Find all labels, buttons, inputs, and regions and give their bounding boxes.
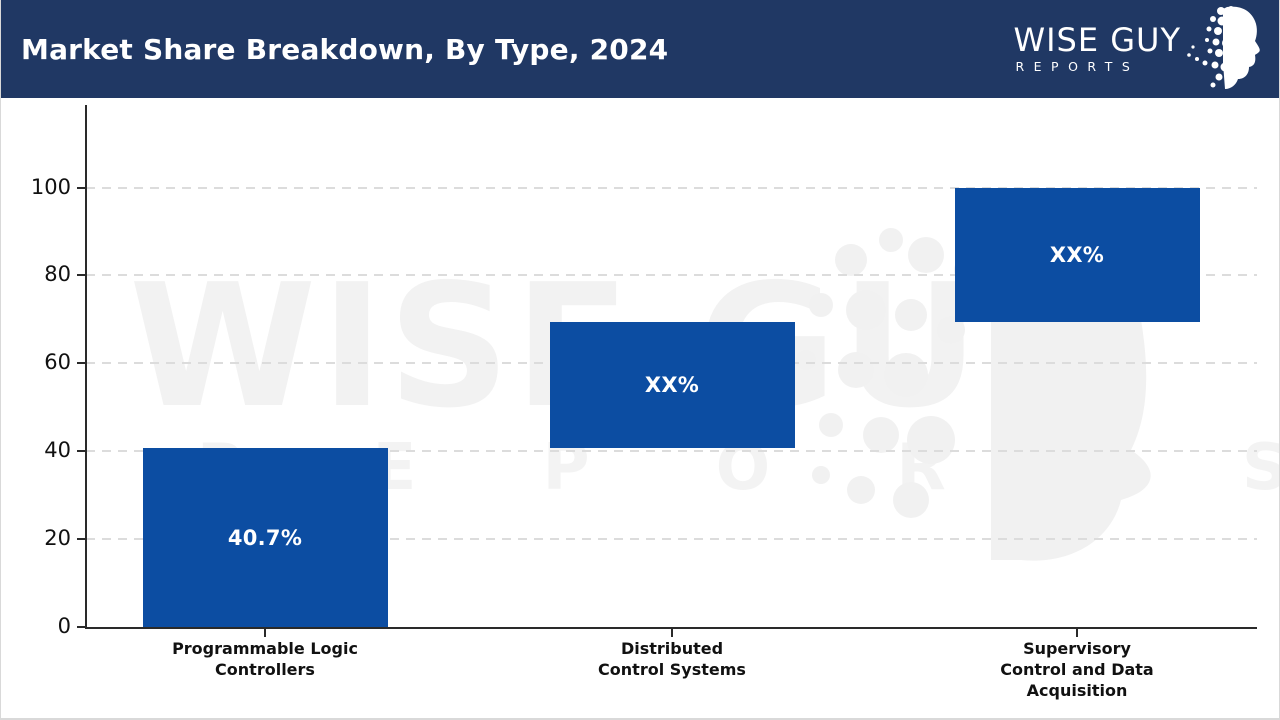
y-tick-label: 100	[30, 174, 71, 199]
chart-title: Market Share Breakdown, By Type, 2024	[21, 32, 669, 66]
bar-1: 40.7%	[142, 448, 388, 627]
y-tick-label: 40	[44, 438, 71, 463]
x-category-label: Distributed Control Systems	[598, 639, 746, 679]
y-tick-label: 80	[44, 262, 71, 287]
x-tick-mark	[1076, 629, 1078, 637]
x-tick-mark	[264, 629, 266, 637]
brand-logo: WISE GUY REPORTS	[1013, 3, 1261, 95]
gridline-y-80	[86, 274, 1257, 277]
y-tick-mark	[77, 626, 85, 628]
y-tick-mark	[77, 362, 85, 365]
dotted-face-icon	[1183, 3, 1261, 95]
gridline-y-40	[86, 450, 1257, 453]
x-category-label: Supervisory Control and Data Acquisition	[1000, 639, 1154, 700]
y-tick-label: 60	[44, 350, 71, 375]
bar-2: XX%	[549, 321, 795, 449]
y-tick-mark	[77, 186, 85, 189]
header: Market Share Breakdown, By Type, 2024 WI…	[1, 0, 1279, 98]
brand-subname: REPORTS	[1015, 59, 1140, 74]
gridline-y-100	[86, 186, 1257, 189]
bar-value-label: 40.7%	[227, 525, 303, 550]
y-tick-label: 0	[57, 614, 71, 638]
brand-name: WISE GUY	[1013, 21, 1181, 59]
y-tick-mark	[77, 538, 85, 541]
x-axis-line	[85, 627, 1257, 629]
bar-value-label: XX%	[1049, 242, 1105, 267]
bar-value-label: XX%	[644, 372, 700, 397]
gridline-y-20	[86, 538, 1257, 541]
y-tick-mark	[77, 450, 85, 453]
brand-logo-text: WISE GUY REPORTS	[1013, 24, 1181, 74]
y-tick-mark	[77, 274, 85, 277]
y-axis-line	[85, 105, 87, 629]
y-tick-label: 20	[44, 526, 71, 551]
x-tick-mark	[671, 629, 673, 637]
x-category-label: Programmable Logic Controllers	[172, 639, 358, 679]
bar-3: XX%	[954, 187, 1200, 322]
